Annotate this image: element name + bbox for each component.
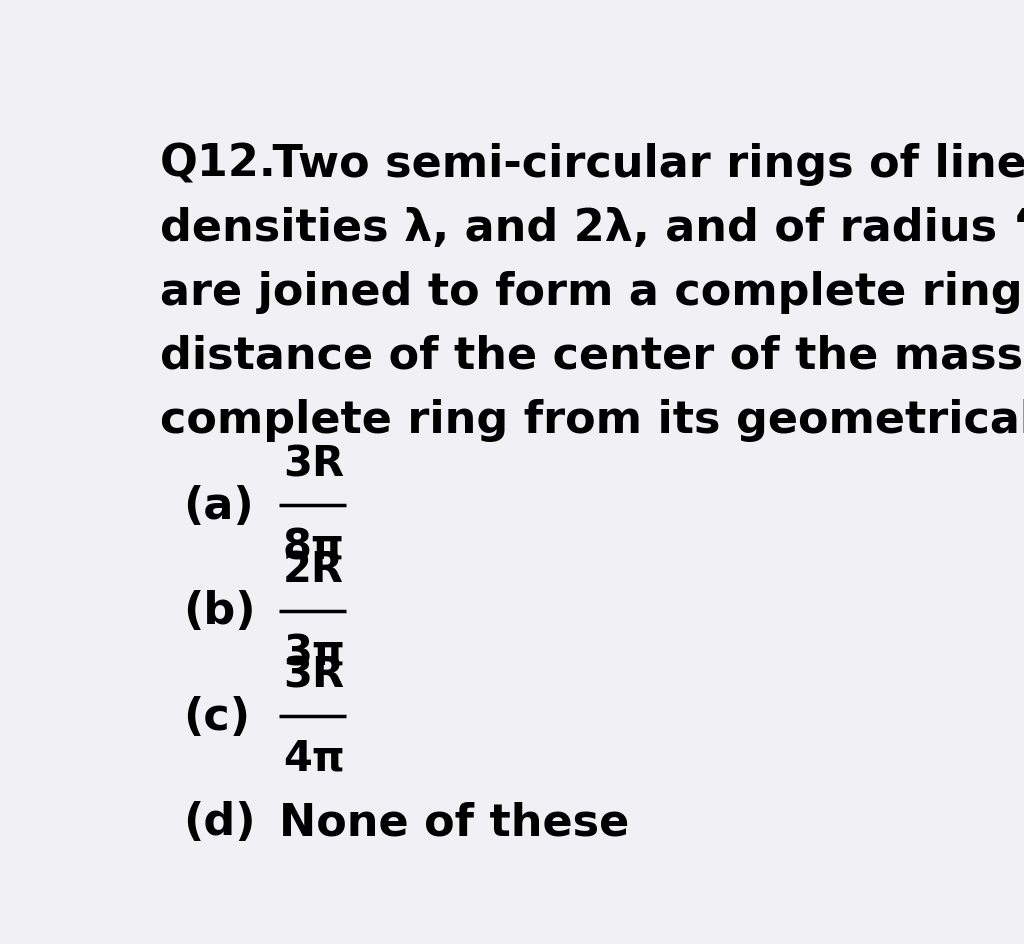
Text: distance of the center of the mass of: distance of the center of the mass of bbox=[160, 334, 1024, 378]
Text: densities λ, and 2λ, and of radius ‘R’ each: densities λ, and 2λ, and of radius ‘R’ e… bbox=[160, 207, 1024, 249]
Text: Q12.: Q12. bbox=[160, 143, 276, 185]
Text: (d): (d) bbox=[183, 801, 256, 844]
Text: Two semi-circular rings of linear mass: Two semi-circular rings of linear mass bbox=[257, 143, 1024, 185]
Text: are joined to form a complete ring. The: are joined to form a complete ring. The bbox=[160, 270, 1024, 313]
Text: 3R: 3R bbox=[283, 444, 344, 485]
Text: None of these: None of these bbox=[279, 801, 629, 844]
Text: (c): (c) bbox=[183, 695, 251, 738]
Text: 4π: 4π bbox=[283, 737, 345, 779]
Text: (a): (a) bbox=[183, 484, 254, 528]
Text: 3π: 3π bbox=[283, 632, 345, 673]
Text: (b): (b) bbox=[183, 590, 256, 632]
Text: 2R: 2R bbox=[283, 548, 344, 591]
Text: 8π: 8π bbox=[283, 526, 345, 568]
Text: 3R: 3R bbox=[283, 654, 344, 697]
Text: complete ring from its geometrical centre is:: complete ring from its geometrical centr… bbox=[160, 398, 1024, 441]
